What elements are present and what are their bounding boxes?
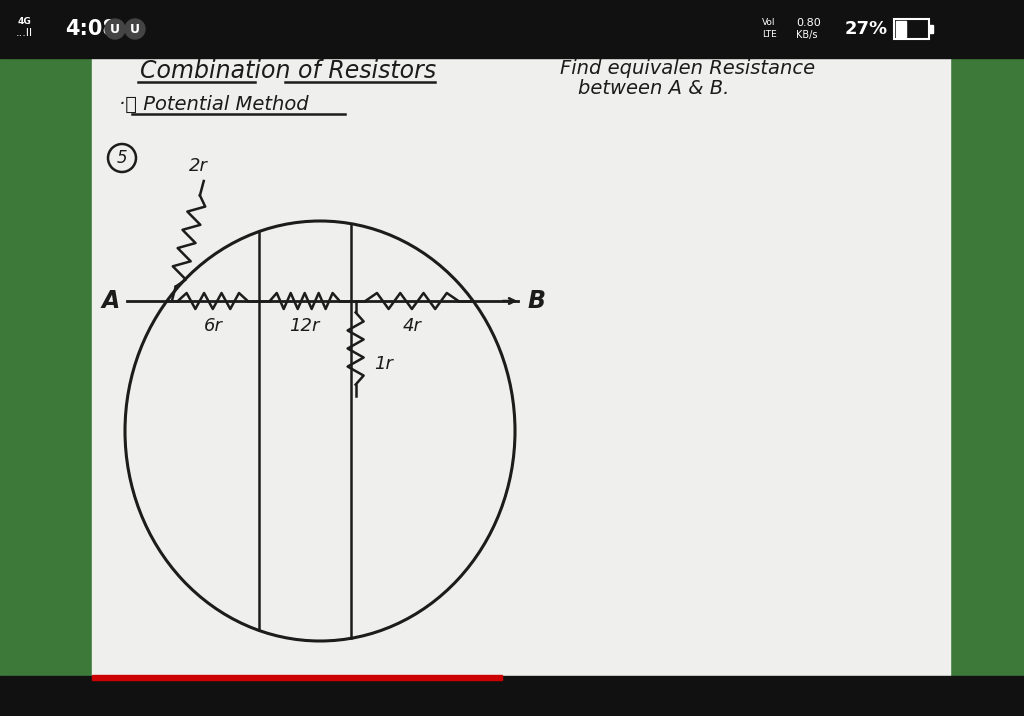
- Text: 12r: 12r: [290, 317, 319, 335]
- Text: ...ll: ...ll: [16, 28, 33, 38]
- Text: U: U: [110, 22, 120, 36]
- Bar: [950, 58, 1024, 676]
- Text: 0.80: 0.80: [796, 18, 821, 28]
- Bar: [92, 675, 502, 680]
- Text: between A & B.: between A & B.: [578, 79, 729, 97]
- Text: 4:08: 4:08: [65, 19, 117, 39]
- Text: 6r: 6r: [204, 317, 222, 335]
- Bar: [929, 25, 933, 33]
- Text: 2r: 2r: [189, 157, 208, 175]
- Text: KB/s: KB/s: [796, 30, 817, 40]
- Bar: [92, 58, 950, 676]
- Bar: [894, 19, 929, 39]
- Text: LTE: LTE: [762, 29, 777, 39]
- Text: 4G: 4G: [18, 16, 32, 26]
- Text: B: B: [527, 289, 545, 313]
- Bar: [0, 58, 92, 676]
- Text: Combination of Resistors: Combination of Resistors: [140, 59, 436, 83]
- Text: 4r: 4r: [402, 317, 421, 335]
- Text: A: A: [101, 289, 120, 313]
- Text: 27%: 27%: [845, 20, 888, 38]
- Bar: [0, 0, 1024, 58]
- Text: ·Ⓘ Potential Method: ·Ⓘ Potential Method: [119, 95, 308, 114]
- Circle shape: [125, 19, 145, 39]
- Text: Vol: Vol: [762, 17, 775, 26]
- Bar: [896, 21, 906, 37]
- Text: U: U: [130, 22, 140, 36]
- Text: Find equivalen Resistance: Find equivalen Resistance: [560, 59, 815, 77]
- Text: 5: 5: [117, 149, 127, 167]
- Text: 1r: 1r: [374, 354, 393, 372]
- Bar: [0, 676, 1024, 716]
- Circle shape: [105, 19, 125, 39]
